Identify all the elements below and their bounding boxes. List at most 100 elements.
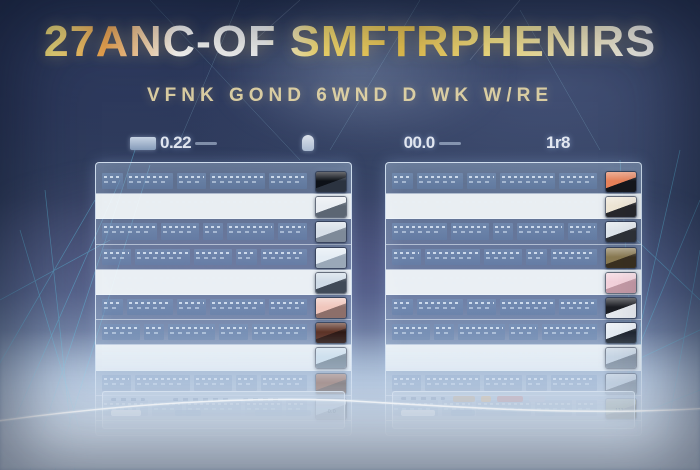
table-cell (450, 223, 489, 240)
table-cell (559, 298, 597, 316)
table-cell (492, 223, 514, 240)
stat-item: 00.0 (404, 133, 461, 153)
row-cells (392, 298, 597, 316)
product-thumbnail[interactable] (315, 221, 347, 244)
product-thumbnail[interactable] (605, 171, 637, 193)
table-cell (160, 223, 199, 240)
table-cell (525, 248, 547, 265)
page-title: 27ANC-OF SMFTRPHENIRS (0, 18, 700, 66)
table-cell (442, 274, 471, 290)
table-cell (392, 198, 430, 214)
table-cell (467, 298, 497, 316)
table-cell (467, 173, 497, 190)
table-cell (542, 198, 597, 214)
table-cell (152, 274, 181, 290)
row-cells (102, 248, 307, 265)
row-cells (392, 248, 597, 265)
thumbnail-fill (606, 272, 636, 293)
person-icon (302, 135, 315, 151)
table-cell (286, 274, 307, 290)
row-cells (102, 198, 307, 214)
table-cell (484, 248, 522, 265)
table-row[interactable] (96, 194, 351, 220)
table-row[interactable] (386, 295, 641, 321)
thumbnail-fill (606, 172, 636, 192)
thumbnail-fill (606, 197, 636, 218)
thumbnail-sheen (606, 323, 636, 333)
table-cell (535, 274, 573, 290)
row-cells (392, 274, 597, 290)
table-row[interactable] (386, 194, 641, 220)
product-thumbnail[interactable] (605, 196, 637, 219)
table-row[interactable] (386, 219, 641, 245)
poster-header: 27ANC-OF SMFTRPHENIRS 27ANC-OF SMFTRPHEN… (0, 0, 700, 160)
table-cell (227, 223, 274, 240)
table-cell (567, 223, 597, 240)
row-cells (102, 173, 307, 190)
table-cell (210, 173, 266, 190)
stat-value: 0.22 (160, 133, 192, 152)
table-cell (186, 274, 241, 290)
thumbnail-sheen (606, 197, 636, 207)
product-thumbnail[interactable] (605, 246, 637, 269)
product-thumbnail[interactable] (605, 296, 637, 319)
table-cell (517, 223, 564, 240)
table-cell (392, 298, 413, 316)
table-cell (416, 173, 464, 190)
table-cell (458, 198, 504, 214)
table-row[interactable] (386, 245, 641, 270)
product-thumbnail[interactable] (315, 171, 347, 193)
product-thumbnail[interactable] (605, 271, 637, 294)
product-thumbnail[interactable] (315, 296, 347, 319)
stats-row: 0.22 00.0 1r8 (130, 128, 570, 158)
page-title-glow: 27ANC-OF SMFTRPHENIRS (0, 18, 700, 66)
table-cell (576, 274, 597, 290)
product-thumbnail[interactable] (605, 221, 637, 244)
table-cell (102, 173, 123, 190)
table-cell (269, 298, 307, 316)
table-cell (210, 298, 266, 316)
table-row[interactable] (96, 169, 351, 195)
thumbnail-fill (316, 297, 346, 318)
product-thumbnail[interactable] (315, 271, 347, 294)
row-cells (392, 223, 597, 240)
table-cell (202, 223, 224, 240)
table-cell (392, 173, 413, 190)
table-cell (194, 248, 232, 265)
table-row[interactable] (96, 269, 351, 295)
table-cell (177, 298, 207, 316)
thumbnail-sheen (606, 247, 636, 257)
stat-dash-icon (195, 141, 218, 145)
table-cell (392, 248, 422, 265)
table-cell (245, 274, 283, 290)
table-cell (126, 298, 174, 316)
table-cell (269, 173, 307, 190)
table-cell (500, 298, 556, 316)
device-icon (130, 136, 156, 150)
thumbnail-sheen (606, 222, 636, 232)
horizon-arc-line (0, 394, 700, 434)
table-cell (252, 198, 307, 214)
thumbnail-sheen (316, 197, 346, 207)
table-row[interactable] (96, 295, 351, 321)
table-row[interactable] (96, 245, 351, 270)
table-cell (476, 274, 531, 290)
table-row[interactable] (386, 269, 641, 295)
product-thumbnail[interactable] (315, 246, 347, 269)
table-cell (135, 248, 191, 265)
table-cell (144, 198, 165, 214)
thumbnail-sheen (316, 247, 346, 257)
row-cells (102, 223, 307, 240)
thumbnail-sheen (316, 297, 346, 307)
table-row[interactable] (386, 169, 641, 195)
thumbnail-sheen (316, 172, 346, 181)
table-row[interactable] (96, 219, 351, 245)
product-thumbnail[interactable] (315, 196, 347, 219)
title-backlight-glow (150, 0, 570, 180)
thumbnail-fill (606, 247, 636, 268)
table-cell (219, 198, 248, 214)
stat-item: 0.22 (130, 133, 218, 153)
stat-item (302, 135, 318, 151)
table-cell (102, 198, 140, 214)
